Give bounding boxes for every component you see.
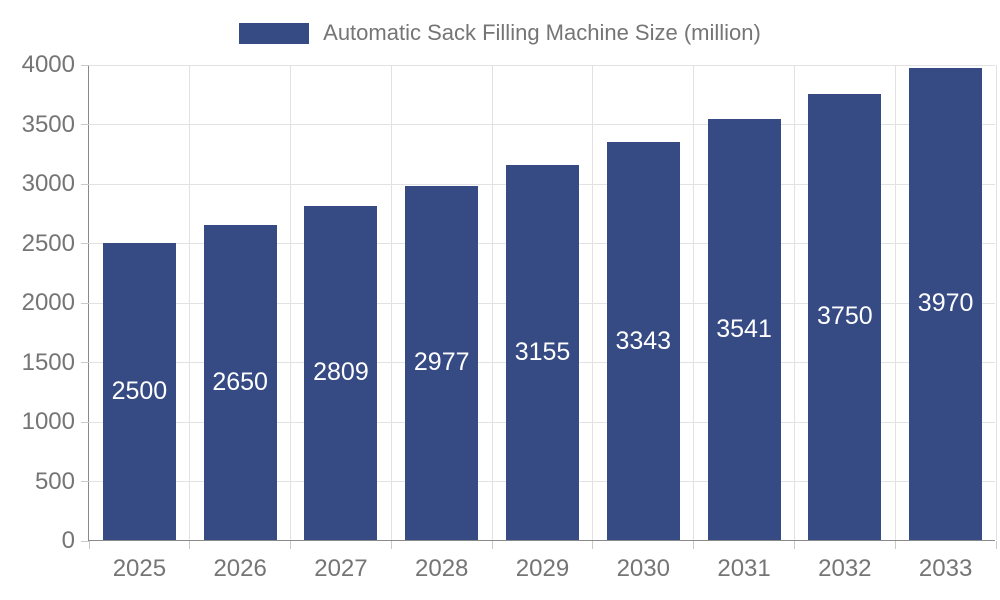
legend-swatch-icon — [239, 22, 310, 44]
x-axis-tick-label: 2029 — [515, 555, 570, 582]
y-axis-tick-label: 3500 — [21, 110, 75, 138]
bar-value-label: 2809 — [313, 358, 369, 387]
gridline-vertical — [995, 65, 997, 540]
gridline-vertical — [693, 65, 695, 540]
bar-value-label: 2650 — [212, 367, 268, 396]
gridline-horizontal — [89, 64, 995, 66]
x-axis-tick-mark — [592, 541, 594, 549]
x-axis-tick-label: 2031 — [717, 555, 771, 582]
gridline-vertical — [793, 65, 795, 540]
x-axis-tick-mark — [290, 541, 292, 549]
x-axis-tick-label: 2028 — [415, 555, 469, 582]
x-axis-tick-mark — [693, 541, 695, 549]
x-axis-tick-mark — [189, 541, 191, 549]
gridline-vertical — [592, 65, 594, 540]
y-axis-tick-mark — [81, 243, 89, 244]
x-axis-tick-mark — [88, 541, 90, 549]
bar: 3343 — [606, 142, 680, 540]
bar-value-label: 3970 — [917, 289, 974, 318]
bar-value-label: 2977 — [413, 348, 470, 377]
y-axis-tick-mark — [81, 302, 89, 304]
chart-plot-area: 0 500 1000 1500 2000 2500 3000 3500 4000 2500 2025… — [22, 52, 997, 582]
y-axis-tick-mark — [81, 124, 89, 125]
bar-value-label: 3541 — [716, 314, 772, 343]
y-axis-tick-label: 1000 — [21, 408, 75, 435]
y-axis-tick-label: 500 — [34, 467, 75, 495]
y-axis-tick-mark — [81, 540, 89, 542]
gridline-horizontal — [89, 124, 995, 125]
x-axis-tick-mark — [793, 541, 795, 549]
y-axis-tick-label: 1500 — [21, 348, 75, 376]
legend[interactable]: Automatic Sack Filling Machine Size (mil… — [0, 20, 1000, 46]
bar: 3970 — [909, 67, 983, 540]
bar: 3541 — [707, 118, 781, 540]
bar: 2650 — [203, 224, 277, 540]
bar: 2500 — [102, 242, 176, 540]
x-axis-tick-mark — [995, 541, 997, 549]
bar-value-label: 2500 — [111, 376, 168, 405]
y-axis-tick-mark — [81, 421, 89, 423]
y-axis-tick-label: 4000 — [21, 51, 75, 78]
y-axis-tick-mark — [81, 362, 89, 363]
x-axis-tick-label: 2030 — [616, 555, 670, 582]
bar: 2977 — [405, 185, 479, 540]
y-axis-tick-label: 0 — [61, 527, 75, 554]
x-axis-tick-label: 2033 — [918, 555, 973, 582]
y-axis-tick-label: 3000 — [21, 170, 75, 197]
y-axis-tick-label: 2000 — [21, 289, 75, 316]
x-axis-tick-mark — [491, 541, 493, 549]
gridline-vertical — [894, 65, 896, 540]
bar: 2809 — [304, 205, 378, 540]
bar-value-label: 3343 — [615, 326, 672, 355]
y-axis-tick-label: 2500 — [21, 229, 75, 257]
y-axis-tick-mark — [81, 481, 89, 482]
bar: 3750 — [808, 93, 882, 540]
legend-label: Automatic Sack Filling Machine Size (mil… — [323, 20, 761, 45]
gridline-vertical — [189, 65, 191, 540]
x-axis-tick-label: 2025 — [112, 555, 167, 582]
x-axis-tick-label: 2027 — [314, 555, 368, 582]
x-axis-tick-mark — [894, 541, 896, 549]
gridline-vertical — [390, 65, 392, 540]
bar: 3155 — [506, 164, 579, 540]
bar-value-label: 3155 — [514, 337, 571, 366]
x-axis-tick-mark — [390, 541, 392, 549]
gridline-vertical — [290, 65, 292, 540]
x-axis-tick-label: 2032 — [818, 555, 872, 582]
y-axis-tick-mark — [81, 183, 89, 185]
bar-value-label: 3750 — [817, 302, 873, 331]
x-axis-tick-label: 2026 — [213, 555, 267, 582]
y-axis-tick-mark — [81, 64, 89, 66]
gridline-vertical — [491, 65, 493, 540]
